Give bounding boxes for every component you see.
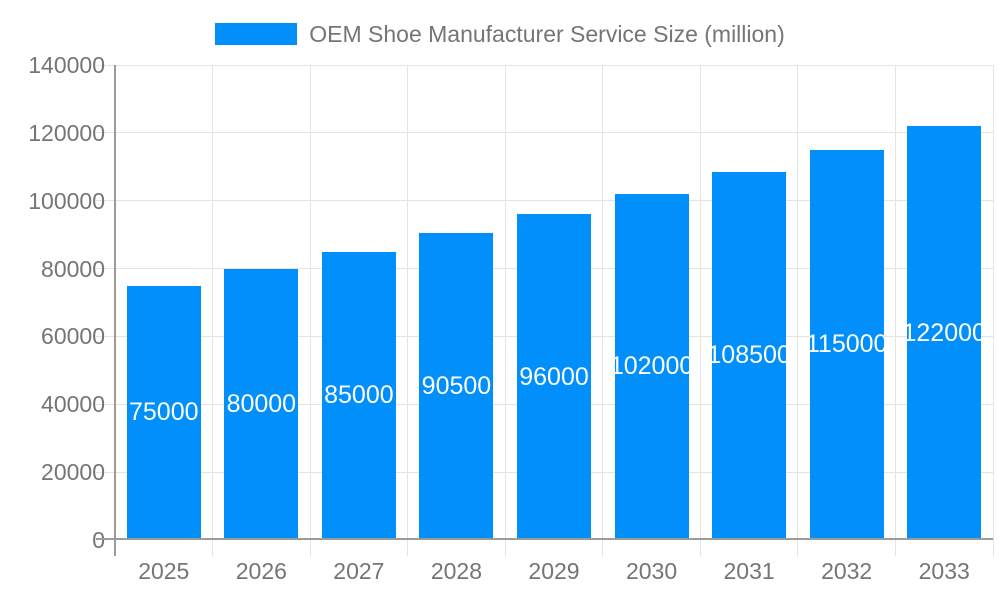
y-axis-line — [114, 65, 116, 556]
vertical-gridline — [407, 65, 409, 556]
x-axis-tick-labels: 2025 2026 2027 2028 2029 2030 2031 2032 2033 — [115, 556, 993, 586]
bar-value-label: 85000 — [324, 381, 394, 410]
y-tick-label: 80000 — [41, 255, 105, 282]
bar-2032[interactable]: 115000 — [809, 149, 884, 540]
y-tick-label: 20000 — [41, 459, 105, 486]
x-axis-line — [96, 538, 993, 540]
bar-2026[interactable]: 80000 — [224, 268, 299, 540]
x-tick-label: 2032 — [821, 558, 873, 584]
vertical-gridline — [894, 65, 896, 556]
y-tick-label: 140000 — [28, 52, 105, 78]
bar-2033[interactable]: 122000 — [907, 126, 982, 540]
horizontal-gridline — [96, 200, 993, 202]
y-tick-label: 0 — [92, 527, 105, 553]
x-tick-label: 2030 — [625, 558, 678, 584]
x-tick-label: 2026 — [235, 558, 287, 584]
y-tick-label: 120000 — [28, 119, 105, 146]
vertical-gridline — [309, 65, 311, 556]
bar-2025[interactable]: 75000 — [126, 285, 201, 540]
legend[interactable]: OEM Shoe Manufacturer Service Size (mill… — [0, 20, 1000, 48]
vertical-gridline — [602, 65, 604, 556]
x-tick-label: 2028 — [430, 558, 483, 584]
bar-2030[interactable]: 102000 — [614, 193, 689, 540]
bar-value-label: 122000 — [907, 318, 982, 347]
vertical-gridline — [992, 65, 994, 556]
bar-value-label: 96000 — [519, 362, 589, 391]
x-tick-label: 2033 — [918, 558, 970, 584]
x-tick-label: 2029 — [528, 558, 580, 584]
bar-2031[interactable]: 108500 — [712, 171, 787, 540]
vertical-gridline — [212, 65, 214, 556]
x-tick-label: 2027 — [333, 558, 385, 584]
vertical-gridline — [797, 65, 799, 556]
vertical-gridline — [504, 65, 506, 556]
bar-value-label: 108500 — [712, 341, 787, 370]
bar-value-label: 102000 — [614, 352, 689, 381]
bar-2028[interactable]: 90500 — [419, 232, 494, 540]
legend-swatch-icon — [215, 23, 298, 45]
legend-series-label: OEM Shoe Manufacturer Service Size (mill… — [309, 20, 785, 47]
y-tick-label: 60000 — [41, 323, 105, 350]
bar-2029[interactable]: 96000 — [517, 214, 591, 540]
plot-area: 75000 80000 85000 90500 96000 102000 108500 115… — [96, 64, 994, 556]
horizontal-gridline — [96, 64, 993, 66]
x-tick-label: 2031 — [723, 558, 775, 584]
bar-value-label: 115000 — [809, 330, 884, 359]
bar-value-label: 75000 — [129, 398, 199, 427]
y-tick-label: 100000 — [28, 187, 105, 214]
y-axis-tick-labels: 0 20000 40000 60000 80000 100000 120000 140000 — [0, 0, 105, 600]
x-tick-label: 2025 — [138, 558, 190, 584]
horizontal-gridline — [96, 132, 993, 134]
bar-2027[interactable]: 85000 — [321, 251, 396, 540]
vertical-gridline — [699, 65, 701, 556]
y-tick-label: 40000 — [41, 391, 105, 418]
bar-value-label: 80000 — [226, 389, 297, 418]
bar-value-label: 90500 — [421, 371, 492, 400]
